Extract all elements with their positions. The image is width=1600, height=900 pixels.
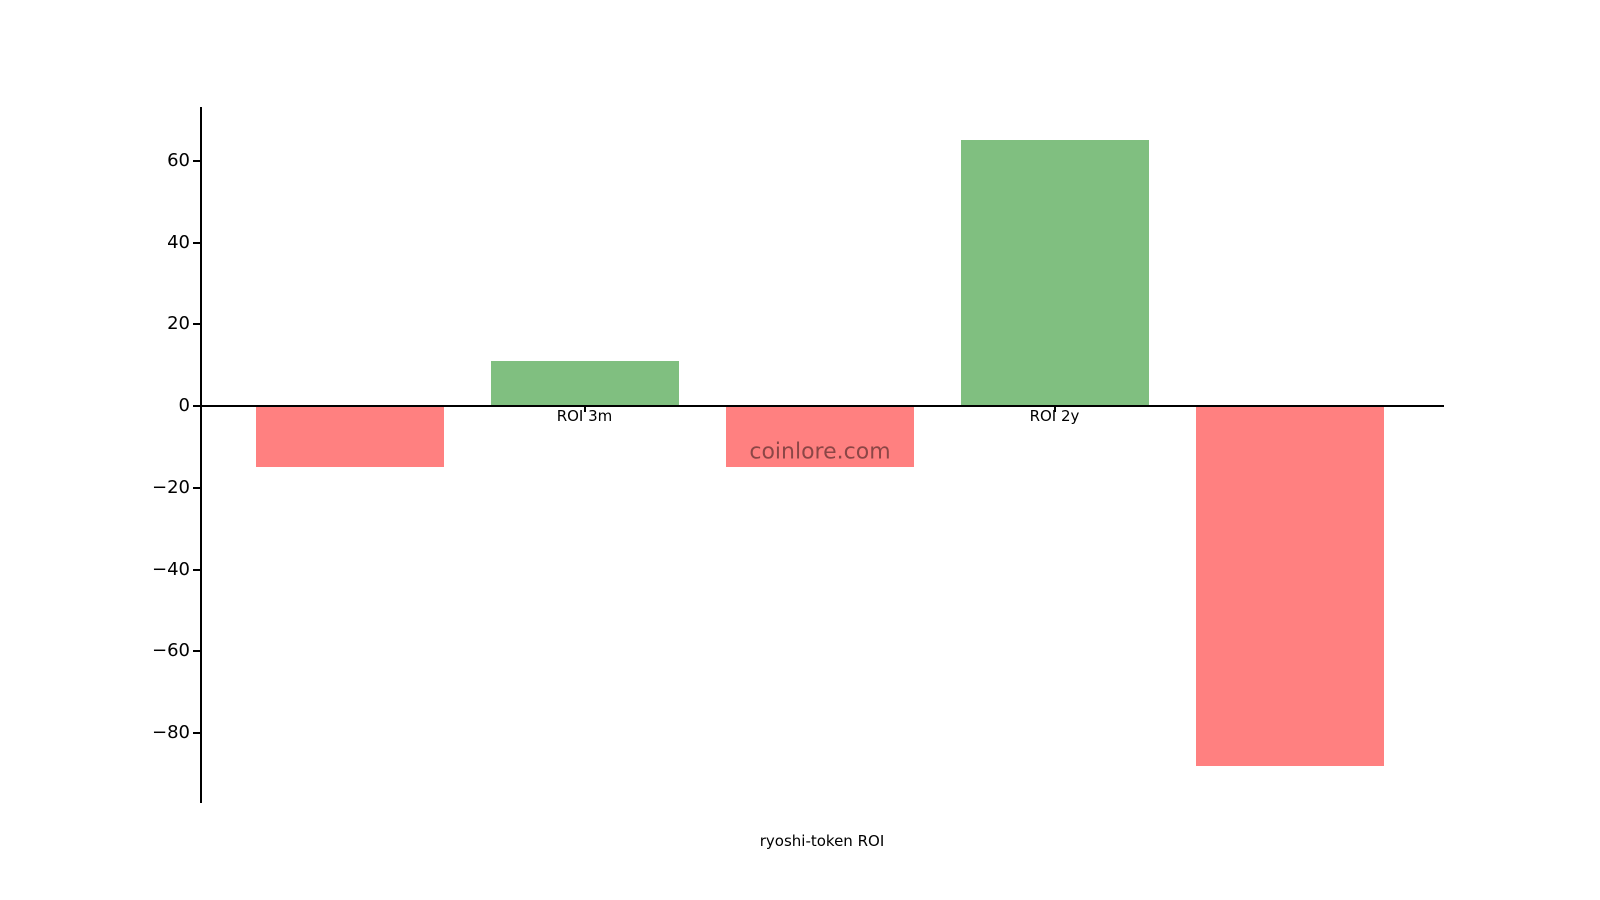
y-axis-tick-label: 20 <box>167 313 190 335</box>
bar-1 <box>255 406 444 468</box>
y-axis-tick <box>193 486 200 489</box>
x-axis-tick-label: ROI 3m <box>556 407 613 425</box>
x-axis-zero-line <box>200 405 1444 407</box>
y-axis-tick-label: −20 <box>152 476 190 498</box>
y-axis-tick <box>193 405 200 407</box>
y-axis-tick <box>193 323 200 326</box>
x-axis-tick-label: ROI 2y <box>1029 407 1080 425</box>
bar-2-roi-3m <box>490 361 679 406</box>
y-axis-tick <box>193 159 200 162</box>
watermark: coinlore.com <box>749 439 891 465</box>
bar-3 <box>725 406 914 468</box>
y-axis-tick <box>193 241 200 244</box>
y-axis-tick <box>193 732 200 734</box>
y-axis-tick-label: −60 <box>152 640 190 662</box>
bar-4-roi-2y <box>960 140 1149 406</box>
y-axis-tick <box>193 650 200 653</box>
bar-5 <box>1195 406 1384 766</box>
y-axis-tick <box>193 568 200 571</box>
x-axis-tick <box>583 406 586 412</box>
y-axis-tick-label: 0 <box>178 395 190 416</box>
chart-title: ryoshi-token ROI <box>759 832 885 850</box>
y-axis-tick-label: −80 <box>152 722 190 743</box>
y-axis-tick-label: 60 <box>167 149 190 171</box>
y-axis-tick-label: 40 <box>167 231 190 253</box>
y-axis-spine <box>200 107 202 803</box>
y-axis-tick-label: −40 <box>152 558 190 580</box>
x-axis-tick <box>1053 406 1056 412</box>
